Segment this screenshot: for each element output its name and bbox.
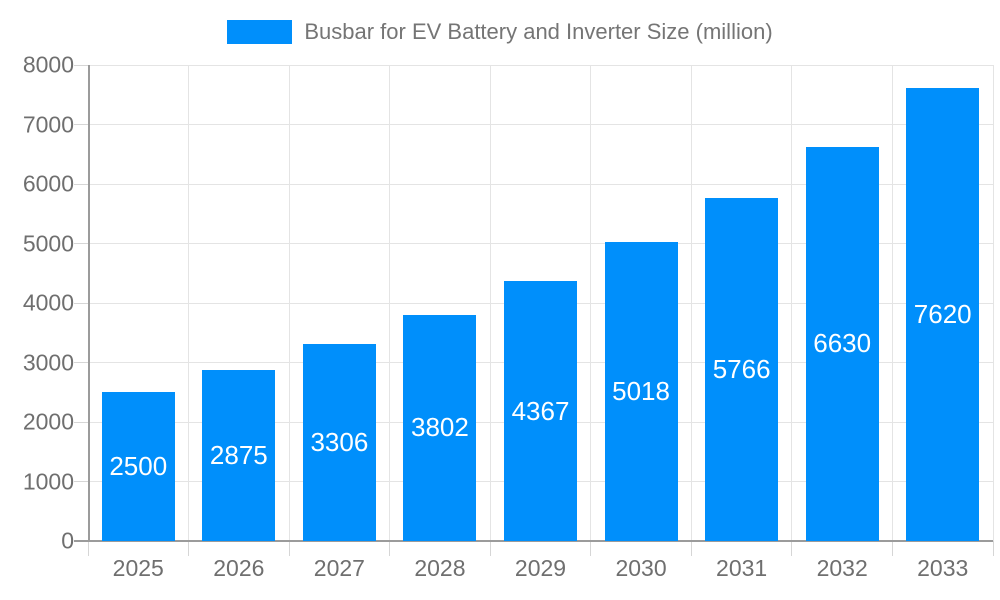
bar-value-label: 2500 — [109, 451, 168, 482]
x-tick-label: 2026 — [213, 555, 265, 581]
y-tick-label: 7000 — [22, 111, 74, 137]
bar-2032: 6630 — [805, 146, 879, 541]
x-tick-label: 2025 — [112, 555, 164, 581]
v-gridline — [992, 65, 994, 541]
x-tick-label: 2032 — [816, 555, 868, 581]
x-tick-label: 2030 — [615, 555, 667, 581]
x-axis-tick — [690, 541, 692, 556]
bar-value-label: 3306 — [310, 427, 369, 458]
bar-2025: 2500 — [101, 392, 175, 541]
y-axis-tick — [74, 481, 88, 482]
bar-value-label: 2875 — [209, 439, 268, 470]
legend-label: Busbar for EV Battery and Inverter Size … — [304, 19, 773, 44]
x-axis-tick — [992, 541, 994, 556]
x-tick-label: 2029 — [514, 555, 567, 581]
y-tick-label: 1000 — [22, 468, 74, 494]
y-axis-tick — [74, 421, 88, 423]
x-tick-label: 2033 — [917, 555, 969, 581]
bar-2029: 4367 — [504, 281, 577, 541]
v-gridline — [389, 65, 391, 541]
bar-value-label: 6630 — [813, 328, 872, 359]
x-tick-label: 2028 — [414, 555, 466, 581]
y-tick-label: 0 — [61, 527, 74, 554]
x-axis-tick — [288, 541, 290, 556]
bar-2028: 3802 — [403, 314, 477, 541]
y-axis-tick — [74, 64, 88, 66]
bar-value-label: 5018 — [612, 376, 670, 407]
x-axis-tick — [87, 541, 89, 556]
h-gridline — [88, 64, 993, 66]
x-axis-tick — [188, 541, 190, 556]
y-axis-tick — [74, 124, 88, 125]
v-gridline — [188, 65, 190, 541]
bar-2030: 5018 — [604, 242, 678, 541]
bar-2031: 5766 — [705, 197, 779, 541]
bar-2026: 2875 — [202, 369, 276, 541]
h-gridline — [88, 124, 993, 125]
y-axis-tick — [74, 362, 88, 363]
x-axis-tick — [489, 541, 491, 556]
bar-value-label: 5766 — [712, 353, 771, 384]
v-gridline — [590, 65, 592, 541]
x-tick-label: 2027 — [313, 555, 365, 581]
v-gridline — [891, 65, 893, 541]
legend-swatch-icon — [227, 20, 293, 44]
y-tick-label: 8000 — [22, 51, 74, 78]
bar-value-label: 4367 — [511, 395, 570, 426]
x-axis-line — [74, 540, 993, 542]
y-axis-line — [88, 65, 90, 541]
y-tick-label: 2000 — [22, 408, 74, 435]
chart-legend: Busbar for EV Battery and Inverter Size … — [0, 18, 1000, 46]
v-gridline — [690, 65, 692, 541]
y-tick-label: 5000 — [22, 230, 74, 256]
y-tick-label: 4000 — [22, 289, 74, 316]
bar-2033: 7620 — [906, 87, 980, 541]
plot-area: 2500 2875 3306 3802 4367 5018 5766 6630 7620 — [74, 64, 994, 556]
x-axis-tick — [891, 541, 893, 556]
v-gridline — [288, 65, 290, 541]
h-gridline — [88, 183, 993, 185]
bar-value-label: 3802 — [411, 412, 469, 443]
y-axis-tick — [74, 243, 88, 244]
x-axis-tick — [590, 541, 592, 556]
y-axis-tick — [74, 183, 88, 185]
y-tick-label: 3000 — [22, 349, 74, 375]
y-tick-label: 6000 — [22, 170, 74, 197]
v-gridline — [489, 65, 491, 541]
v-gridline — [791, 65, 793, 541]
x-tick-label: 2031 — [716, 555, 768, 581]
bar-value-label: 7620 — [913, 298, 972, 329]
h-gridline — [88, 243, 993, 244]
y-axis-tick — [74, 302, 88, 304]
bar-2027: 3306 — [302, 344, 376, 541]
x-axis-tick — [389, 541, 391, 556]
x-axis-tick — [791, 541, 793, 556]
